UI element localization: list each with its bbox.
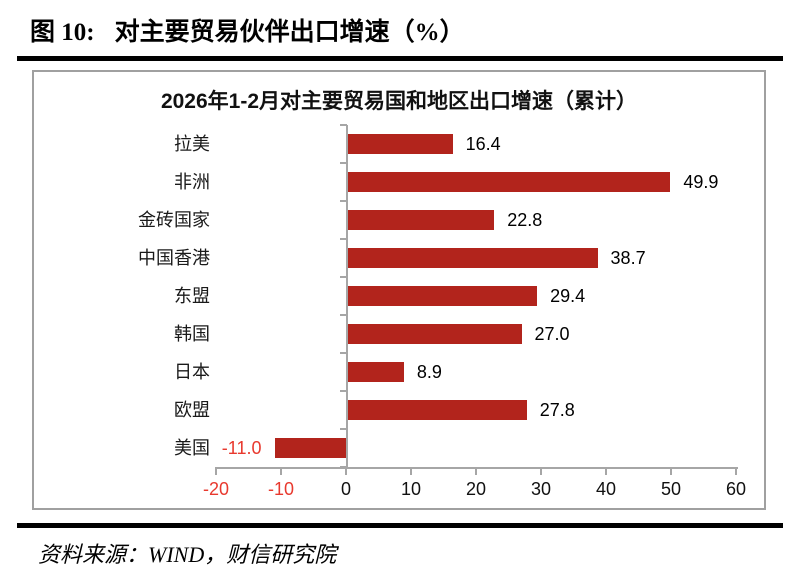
value-label: -11.0 (221, 438, 262, 458)
category-label: 韩国 (174, 324, 210, 344)
category-axis-tick (340, 428, 347, 430)
bar (346, 362, 404, 382)
caption-divider (17, 56, 783, 61)
bar (346, 210, 495, 230)
figure-number: 图 10: (30, 19, 95, 46)
bar (346, 324, 522, 344)
x-axis-label: 40 (595, 479, 617, 499)
x-axis-label: 0 (340, 479, 352, 499)
x-axis-tick (215, 467, 217, 475)
figure-caption: 图 10: 对主要贸易伙伴出口增速（%） (30, 12, 465, 48)
x-axis-label: 50 (660, 479, 682, 499)
x-axis-label: 60 (725, 479, 747, 499)
x-axis-label: 30 (530, 479, 552, 499)
value-label: 27.8 (539, 400, 575, 420)
x-axis-label: 10 (400, 479, 422, 499)
x-axis-tick (605, 467, 607, 475)
source-divider (17, 523, 783, 528)
plot-area: 拉美 16.4 非洲 49.9 金砖国家 22.8 中国香港 38.7 东盟 29.4 韩国 27.0… (34, 124, 764, 507)
category-axis-tick (340, 162, 347, 164)
value-zero-axis (346, 125, 348, 469)
x-axis-tick (735, 467, 737, 475)
chart-frame: 2026年1-2月对主要贸易国和地区出口增速（累计） 拉美 16.4 非洲 49.9 金… (32, 70, 766, 510)
x-axis-label: -20 (202, 479, 230, 499)
value-label: 29.4 (550, 286, 586, 306)
category-label: 东盟 (174, 286, 210, 306)
value-label: 8.9 (416, 362, 442, 382)
x-axis-tick (345, 467, 347, 475)
bar (346, 400, 527, 420)
x-axis-tick (410, 467, 412, 475)
category-label: 拉美 (174, 134, 210, 154)
x-axis-tick (475, 467, 477, 475)
x-axis-line (216, 467, 738, 469)
category-label: 金砖国家 (138, 210, 210, 230)
x-axis-tick (280, 467, 282, 475)
category-axis-tick (340, 238, 347, 240)
figure-title-text: 对主要贸易伙伴出口增速（%） (114, 19, 465, 46)
category-label: 欧盟 (174, 400, 210, 420)
category-axis-tick (340, 314, 347, 316)
category-axis-tick (340, 276, 347, 278)
category-label: 美国 (174, 438, 210, 458)
bar (274, 438, 346, 458)
value-label: 27.0 (534, 324, 570, 344)
category-label: 日本 (174, 362, 210, 382)
chart-title: 2026年1-2月对主要贸易国和地区出口增速（累计） (160, 90, 638, 113)
x-axis-tick (670, 467, 672, 475)
category-label: 中国香港 (138, 248, 210, 268)
bar (346, 248, 598, 268)
category-axis-tick (340, 200, 347, 202)
x-axis-label: 20 (465, 479, 487, 499)
category-axis-tick (340, 124, 347, 126)
category-axis-tick (340, 390, 347, 392)
bar (346, 134, 453, 154)
x-axis-tick (540, 467, 542, 475)
value-label: 49.9 (683, 172, 719, 192)
source-note: 资料来源：WIND，财信研究院 (38, 542, 337, 567)
x-axis-label: -10 (267, 479, 295, 499)
value-label: 38.7 (610, 248, 646, 268)
bar (346, 286, 538, 306)
value-label: 22.8 (507, 210, 543, 230)
value-label: 16.4 (465, 134, 501, 154)
category-label: 非洲 (174, 172, 210, 192)
category-axis-tick (340, 352, 347, 354)
bar (346, 172, 671, 192)
